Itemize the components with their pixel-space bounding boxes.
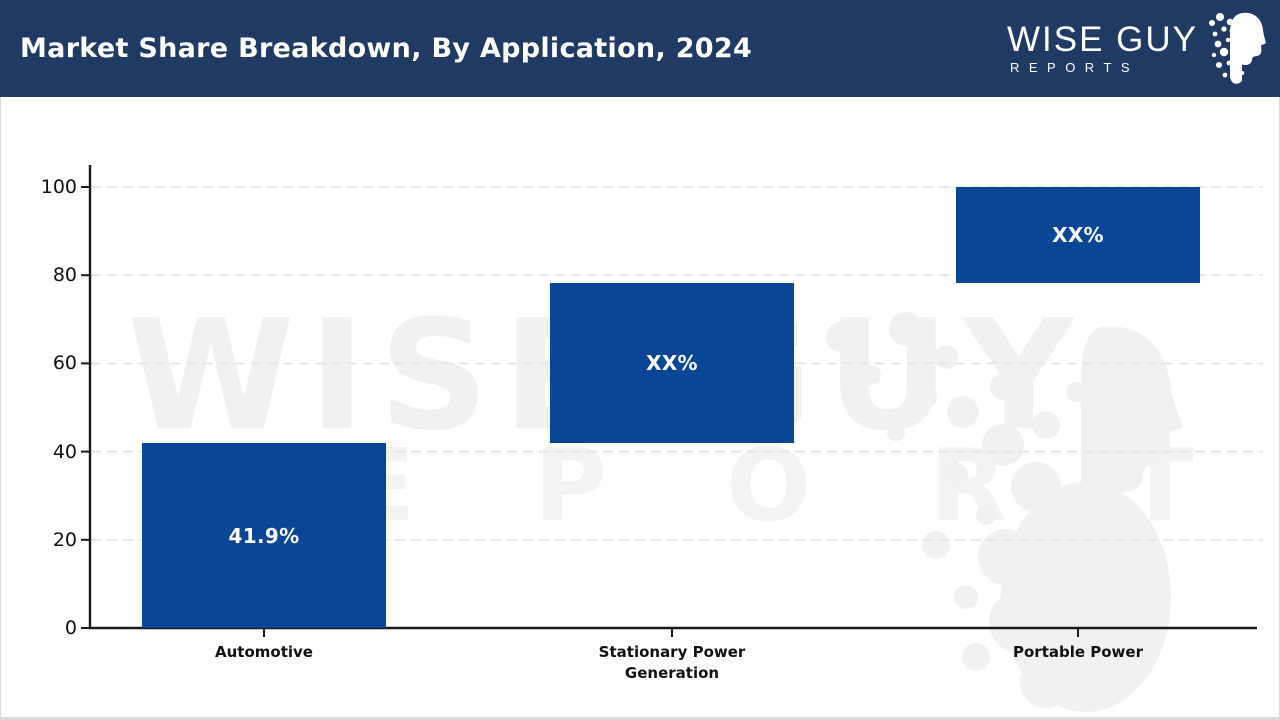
logo-subtitle: REPORTS bbox=[1009, 60, 1140, 75]
y-tick-label-0: 0 bbox=[64, 617, 77, 639]
page-title: Market Share Breakdown, By Application, … bbox=[20, 33, 753, 64]
bar-portable-power: XX% bbox=[956, 187, 1200, 284]
chart-area: WISE GUY R E P O R T S 02040608010041.9%… bbox=[0, 97, 1280, 720]
bar-value-label: XX% bbox=[1052, 223, 1104, 248]
bar-value-label: XX% bbox=[646, 351, 698, 376]
bar-value-label: 41.9% bbox=[228, 523, 300, 548]
y-tick-label-40: 40 bbox=[52, 440, 77, 463]
logo-wordmark: WISE GUY bbox=[1006, 20, 1198, 59]
bar-automotive: 41.9% bbox=[142, 443, 386, 628]
x-tick-label-automotive: Automotive bbox=[215, 643, 313, 661]
y-tick-label-80: 80 bbox=[52, 264, 77, 287]
bar-stationary-power-generation: XX% bbox=[550, 283, 794, 444]
logo-text: WISE GUY REPORTS bbox=[1006, 20, 1198, 76]
y-tick-label-20: 20 bbox=[52, 528, 77, 551]
y-tick-label-100: 100 bbox=[40, 176, 77, 198]
wiseguy-logo: WISE GUY REPORTS bbox=[1007, 9, 1266, 89]
x-tick-label-portable-power: Portable Power bbox=[1013, 643, 1143, 661]
wiseguy-face-icon bbox=[1209, 12, 1266, 84]
header-bar: Market Share Breakdown, By Application, … bbox=[0, 0, 1280, 97]
y-tick-label-60: 60 bbox=[52, 352, 77, 375]
x-tick-label-stationary-power-generation: Stationary Power Generation bbox=[598, 643, 746, 682]
